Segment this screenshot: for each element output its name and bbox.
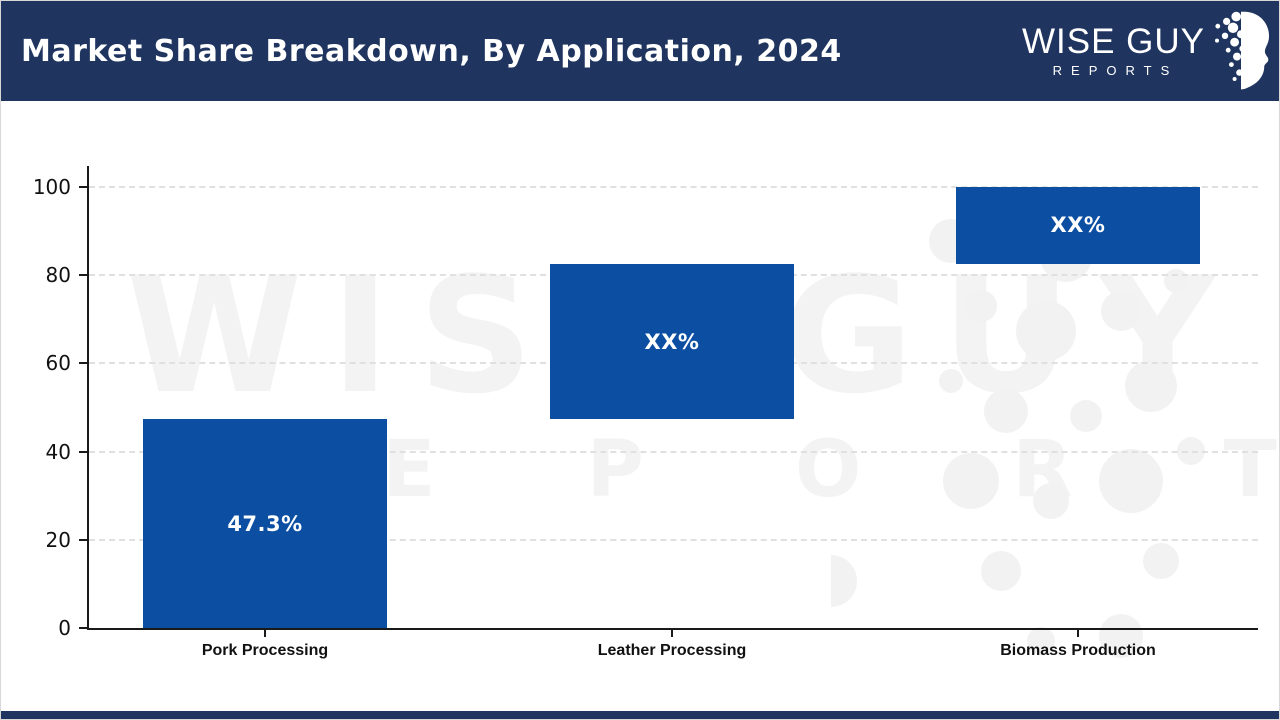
- ytick-mark-40: [79, 450, 89, 453]
- xtick-mark-0: [264, 628, 266, 637]
- ytick-mark-20: [79, 538, 89, 541]
- wiseguy-logo: WISE GUY REPORTS: [1022, 1, 1273, 101]
- ytick-label-100: 100: [32, 175, 71, 199]
- xtick-label-1: Leather Processing: [597, 642, 747, 659]
- gridline-y100: [89, 186, 1258, 188]
- xtick-label-0: Pork Processing: [201, 642, 329, 659]
- logo-wiseguy-label: WISE GUY: [1021, 22, 1205, 61]
- bar-2: XX%: [956, 187, 1200, 264]
- y-axis-line: [87, 166, 89, 630]
- header-bar: Market Share Breakdown, By Application, …: [1, 1, 1279, 101]
- ytick-label-40: 40: [45, 439, 71, 464]
- ytick-label-60: 60: [45, 351, 71, 376]
- footer-bar: [1, 711, 1279, 719]
- xtick-mark-1: [671, 628, 673, 637]
- ytick-mark-0: [79, 627, 89, 629]
- ytick-label-80: 80: [45, 263, 71, 288]
- wiseguy-logo-text: WISE GUY REPORTS: [1022, 24, 1205, 78]
- chart-title: Market Share Breakdown, By Application, …: [21, 33, 842, 69]
- logo-reports-label: REPORTS: [1052, 63, 1179, 78]
- ytick-label-20: 20: [45, 527, 71, 552]
- bar-value-label-2: XX%: [1050, 213, 1106, 238]
- ytick-mark-60: [79, 362, 89, 365]
- bar-0: 47.3%: [143, 419, 387, 628]
- gridline-y40: [89, 450, 1258, 453]
- ytick-mark-100: [79, 186, 89, 188]
- ytick-label-0: 0: [58, 616, 71, 640]
- bar-value-label-1: XX%: [644, 329, 700, 354]
- ytick-mark-80: [79, 274, 89, 277]
- gridline-y20: [89, 538, 1258, 541]
- bar-1: XX%: [550, 263, 794, 420]
- bar-value-label-0: 47.3%: [227, 511, 303, 536]
- xtick-mark-2: [1077, 628, 1079, 637]
- xtick-label-2: Biomass Production: [1000, 642, 1156, 659]
- wiseguy-head-icon: [1215, 11, 1270, 90]
